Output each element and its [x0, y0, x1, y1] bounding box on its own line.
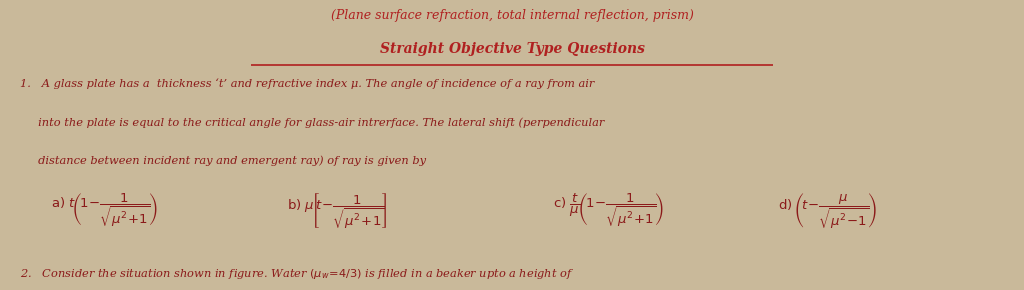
Text: 1.   A glass plate has a  thickness ‘t’ and refractive index μ. The angle of inc: 1. A glass plate has a thickness ‘t’ and…	[20, 78, 595, 89]
Text: 2.   Consider the situation shown in figure. Water $(\mu_w\!=\!4/3)$ is filled i: 2. Consider the situation shown in figur…	[20, 267, 574, 281]
Text: b) $\mu\!\left[\!t\!-\!\dfrac{1}{\sqrt{\mu^2\!+\!1}}\!\right]$: b) $\mu\!\left[\!t\!-\!\dfrac{1}{\sqrt{\…	[287, 191, 387, 231]
Text: c) $\dfrac{t}{\mu}\!\left(\!1\!-\!\dfrac{1}{\sqrt{\mu^2\!+\!1}}\!\right)$: c) $\dfrac{t}{\mu}\!\left(\!1\!-\!\dfrac…	[553, 191, 664, 229]
Text: distance between incident ray and emergent ray) of ray is given by: distance between incident ray and emerge…	[20, 155, 426, 166]
Text: Straight Objective Type Questions: Straight Objective Type Questions	[380, 42, 644, 56]
Text: a) $t\!\left(\!1\!-\!\dfrac{1}{\sqrt{\mu^2\!+\!1}}\!\right)$: a) $t\!\left(\!1\!-\!\dfrac{1}{\sqrt{\mu…	[51, 191, 158, 229]
Text: (Plane surface refraction, total internal reflection, prism): (Plane surface refraction, total interna…	[331, 9, 693, 22]
Text: d) $\!\left(\!t\!-\!\dfrac{\mu}{\sqrt{\mu^2\!-\!1}}\!\right)$: d) $\!\left(\!t\!-\!\dfrac{\mu}{\sqrt{\m…	[778, 191, 878, 231]
Text: into the plate is equal to the critical angle for glass-air intrerface. The late: into the plate is equal to the critical …	[20, 117, 605, 128]
